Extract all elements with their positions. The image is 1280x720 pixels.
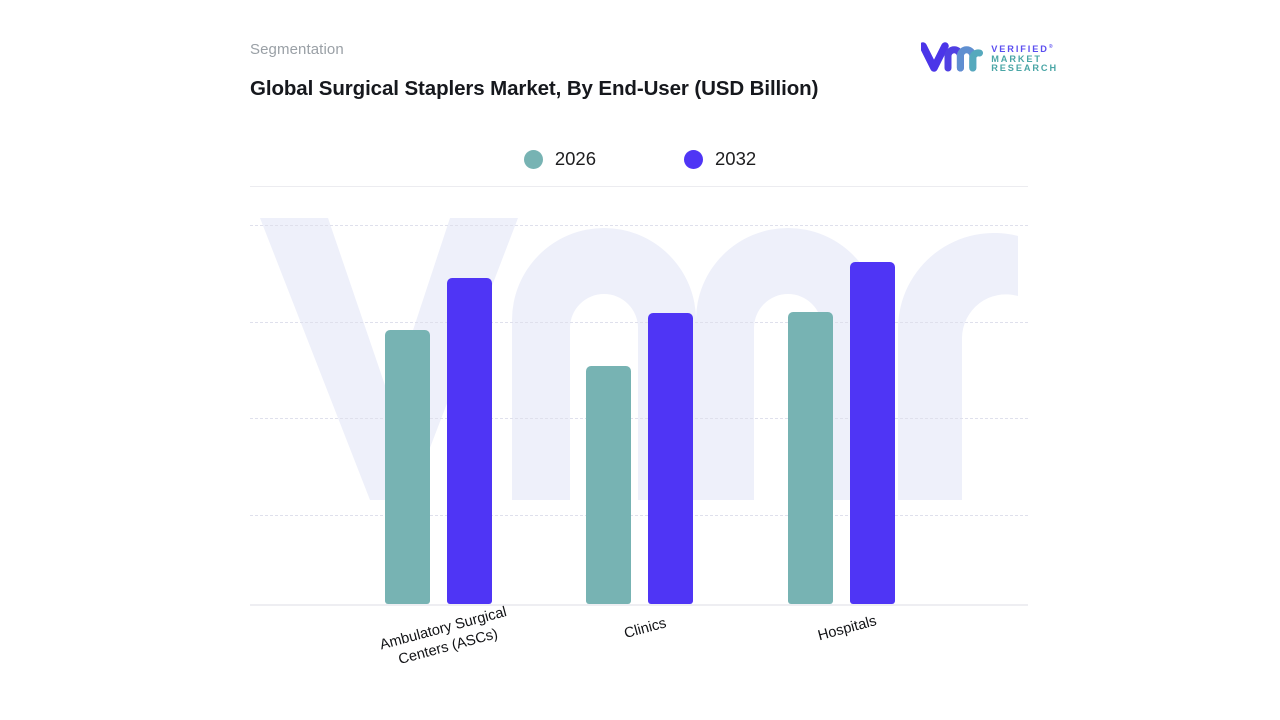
bar-hospitals-2026[interactable] <box>788 312 833 604</box>
chart-legend: 2026 2032 <box>250 148 1030 170</box>
gridline-1 <box>250 321 1028 323</box>
segmentation-eyebrow: Segmentation <box>250 41 344 58</box>
bar-asc-2026[interactable] <box>385 330 430 604</box>
legend-label-2032: 2032 <box>715 148 757 169</box>
bar-clinics-2026[interactable] <box>586 366 631 604</box>
logo-wordmark: VERIFIED® MARKET RESEARCH <box>991 45 1058 73</box>
legend-label-2026: 2026 <box>554 148 596 169</box>
bar-asc-2032[interactable] <box>447 278 492 604</box>
x-axis-line <box>250 604 1028 606</box>
plot-area <box>250 200 1028 606</box>
logo-line-market: MARKET <box>991 53 1042 64</box>
x-axis-label-0: Ambulatory Surgical Centers (ASCs) <box>378 604 509 668</box>
logo-line-research: RESEARCH <box>991 63 1058 74</box>
gridline-0 <box>250 225 1028 226</box>
gridline-3 <box>250 514 1028 516</box>
x-axis-label-1: Clinics <box>622 615 669 642</box>
x-axis-category-labels: Ambulatory Surgical Centers (ASCs) Clinic… <box>250 604 1028 716</box>
vmr-monogram-icon <box>919 42 984 77</box>
vmr-watermark <box>250 200 1028 606</box>
legend-swatch-2032 <box>684 149 703 169</box>
registered-mark: ® <box>1048 44 1053 51</box>
legend-item-2026[interactable]: 2026 <box>523 148 596 170</box>
header-divider <box>250 186 1028 187</box>
logo-line-verified: VERIFIED® <box>991 44 1053 55</box>
chart-header: Segmentation Global Surgical Staplers Ma… <box>250 40 1030 103</box>
legend-item-2032[interactable]: 2032 <box>684 148 756 170</box>
x-axis-label-2: Hospitals <box>816 613 879 645</box>
gridline-2 <box>250 418 1028 419</box>
bar-clinics-2032[interactable] <box>648 313 693 604</box>
bar-hospitals-2032[interactable] <box>850 262 895 604</box>
verified-market-research-logo: VERIFIED® MARKET RESEARCH <box>919 42 1058 77</box>
legend-swatch-2026 <box>523 149 543 169</box>
page-title: Global Surgical Staplers Market, By End-… <box>250 77 819 100</box>
